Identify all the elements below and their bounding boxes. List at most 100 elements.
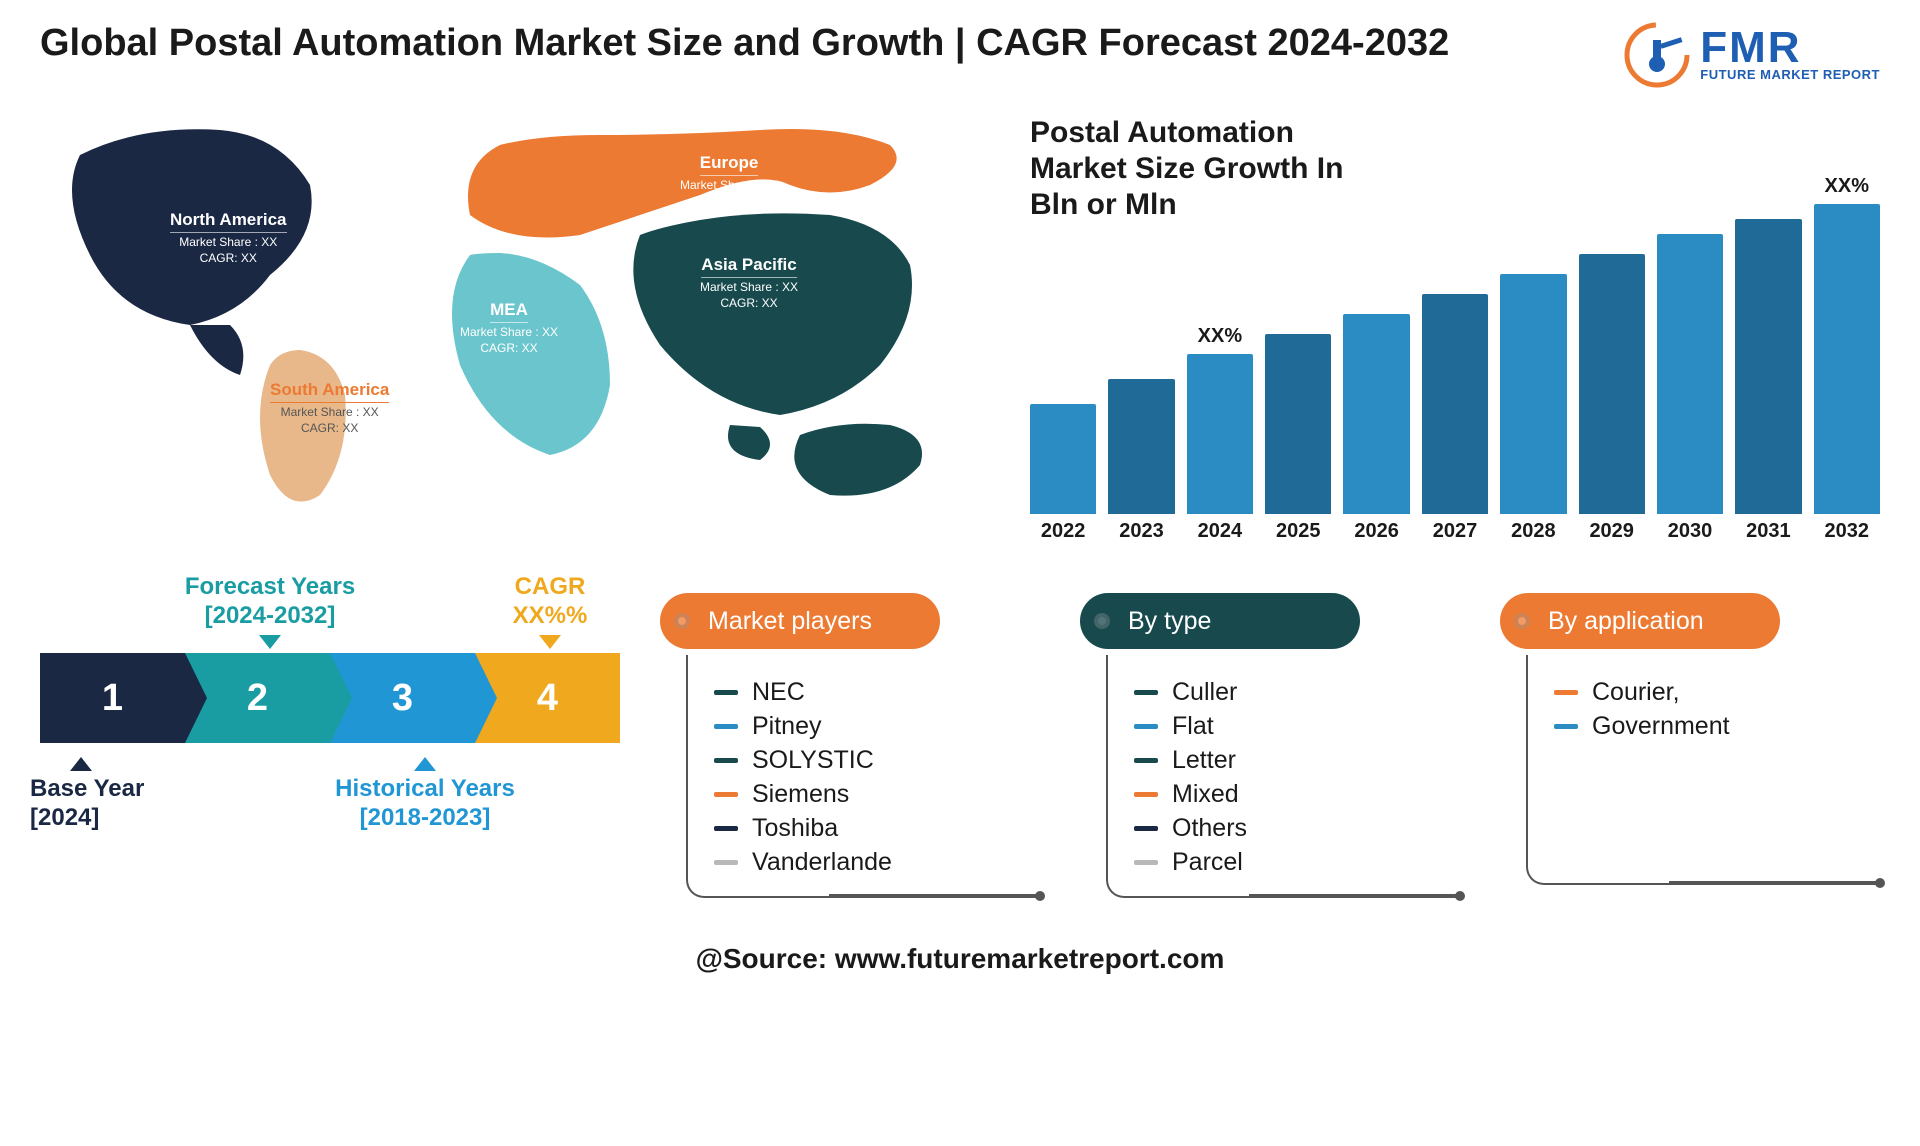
region-mea: MEA Market Share : XX CAGR: XX: [460, 300, 558, 356]
bar-col: 2025: [1265, 334, 1331, 543]
pill-market-players: Market players: [660, 593, 940, 649]
bar-year-label: 2025: [1276, 520, 1321, 543]
fmr-logo: FMR FUTURE MARKET REPORT: [1622, 20, 1880, 90]
source-attribution: @Source: www.futuremarketreport.com: [40, 943, 1880, 975]
bar-year-label: 2023: [1119, 520, 1164, 543]
bar-col: 2026: [1343, 314, 1409, 543]
bar: [1735, 219, 1801, 514]
bar-col: 2027: [1422, 294, 1488, 543]
logo-icon: [1622, 20, 1692, 90]
list-application: Courier, Government: [1526, 655, 1880, 885]
bar: [1187, 354, 1253, 514]
dash-icon: [714, 792, 738, 797]
col-market-players: Market players NECPitneySOLYSTICSiemensT…: [660, 593, 1040, 898]
timeline-row: 1234: [40, 653, 620, 743]
logo-text-main: FMR: [1700, 28, 1880, 68]
list-item-label: Others: [1172, 814, 1247, 843]
list-item-label: Government: [1592, 712, 1730, 741]
bar-col: 2031: [1735, 219, 1801, 543]
page-title: Global Postal Automation Market Size and…: [40, 20, 1449, 68]
list-item-label: NEC: [752, 678, 805, 707]
list-item-label: Culler: [1172, 678, 1237, 707]
list-item: Siemens: [714, 780, 1020, 809]
col-by-application: By application Courier, Government: [1500, 593, 1880, 898]
bar-year-label: 2024: [1198, 520, 1243, 543]
bar-col: 2028: [1500, 274, 1566, 543]
dash-icon: [1134, 758, 1158, 763]
dash-icon: [714, 826, 738, 831]
logo-text-sub: FUTURE MARKET REPORT: [1700, 67, 1880, 82]
dash-icon: [1554, 690, 1578, 695]
top-section: North America Market Share : XX CAGR: XX…: [40, 115, 1880, 543]
dash-icon: [714, 758, 738, 763]
list-item: Others: [1134, 814, 1440, 843]
list-item-label: Vanderlande: [752, 848, 892, 877]
dash-icon: [1134, 792, 1158, 797]
dash-icon: [1134, 860, 1158, 865]
bar-col: 2024XX%: [1187, 354, 1253, 543]
dot-icon: [1094, 613, 1110, 629]
bar-year-label: 2026: [1354, 520, 1399, 543]
list-item-label: Siemens: [752, 780, 849, 809]
bar: [1030, 404, 1096, 514]
list-item-label: Mixed: [1172, 780, 1239, 809]
bar-year-label: 2030: [1668, 520, 1713, 543]
region-south-america: South America Market Share : XX CAGR: XX: [270, 380, 389, 436]
bar: [1579, 254, 1645, 514]
bar-year-label: 2028: [1511, 520, 1556, 543]
region-europe: Europe Market Share : XX CAGR: XX: [680, 153, 778, 209]
bar-year-label: 2031: [1746, 520, 1791, 543]
bar-col: 2022: [1030, 404, 1096, 543]
growth-bar-chart: Postal Automation Market Size Growth In …: [1030, 115, 1880, 543]
dash-icon: [714, 724, 738, 729]
list-item-label: Courier,: [1592, 678, 1680, 707]
anno-cagr: CAGR XX%%: [490, 573, 610, 653]
world-map: North America Market Share : XX CAGR: XX…: [40, 115, 1000, 515]
bars-container: 202220232024XX%2025202620272028202920302…: [1030, 233, 1880, 543]
anno-base: Base Year [2024]: [30, 753, 190, 833]
list-item: Vanderlande: [714, 848, 1020, 877]
chart-title: Postal Automation Market Size Growth In …: [1030, 115, 1390, 223]
timeline: Forecast Years [2024-2032] CAGR XX%% 123…: [40, 593, 620, 898]
list-item: Pitney: [714, 712, 1020, 741]
arrow-down-icon: [259, 635, 281, 649]
arrow-up-icon: [70, 757, 92, 771]
bar: [1814, 204, 1880, 514]
list-item: Flat: [1134, 712, 1440, 741]
list-item: Culler: [1134, 678, 1440, 707]
arrow-down-icon: [539, 635, 561, 649]
region-north-america: North America Market Share : XX CAGR: XX: [170, 210, 287, 266]
header-row: Global Postal Automation Market Size and…: [40, 20, 1880, 90]
bar-col: 2023: [1108, 379, 1174, 543]
list-item: Government: [1554, 712, 1860, 741]
list-item: Mixed: [1134, 780, 1440, 809]
bar: [1108, 379, 1174, 514]
bar: [1657, 234, 1723, 514]
list-item: Toshiba: [714, 814, 1020, 843]
list-item: Courier,: [1554, 678, 1860, 707]
bar: [1343, 314, 1409, 514]
bar: [1500, 274, 1566, 514]
bar-year-label: 2029: [1589, 520, 1634, 543]
bar-annotation: XX%: [1825, 175, 1869, 198]
bar-year-label: 2032: [1825, 520, 1870, 543]
arrow-up-icon: [414, 757, 436, 771]
bar-year-label: 2027: [1433, 520, 1478, 543]
dash-icon: [1134, 690, 1158, 695]
list-item-label: Toshiba: [752, 814, 838, 843]
bar-annotation: XX%: [1198, 325, 1242, 348]
list-item: Letter: [1134, 746, 1440, 775]
region-asia-pacific: Asia Pacific Market Share : XX CAGR: XX: [700, 255, 798, 311]
list-item: NEC: [714, 678, 1020, 707]
anno-forecast: Forecast Years [2024-2032]: [180, 573, 360, 653]
list-players: NECPitneySOLYSTICSiemensToshibaVanderlan…: [686, 655, 1040, 898]
pill-by-type: By type: [1080, 593, 1360, 649]
list-item-label: Flat: [1172, 712, 1214, 741]
list-item-label: Letter: [1172, 746, 1236, 775]
list-item-label: Pitney: [752, 712, 821, 741]
pill-by-application: By application: [1500, 593, 1780, 649]
dot-icon: [1514, 613, 1530, 629]
bottom-section: Forecast Years [2024-2032] CAGR XX%% 123…: [40, 593, 1880, 898]
dash-icon: [714, 860, 738, 865]
col-by-type: By type CullerFlatLetterMixedOthersParce…: [1080, 593, 1460, 898]
